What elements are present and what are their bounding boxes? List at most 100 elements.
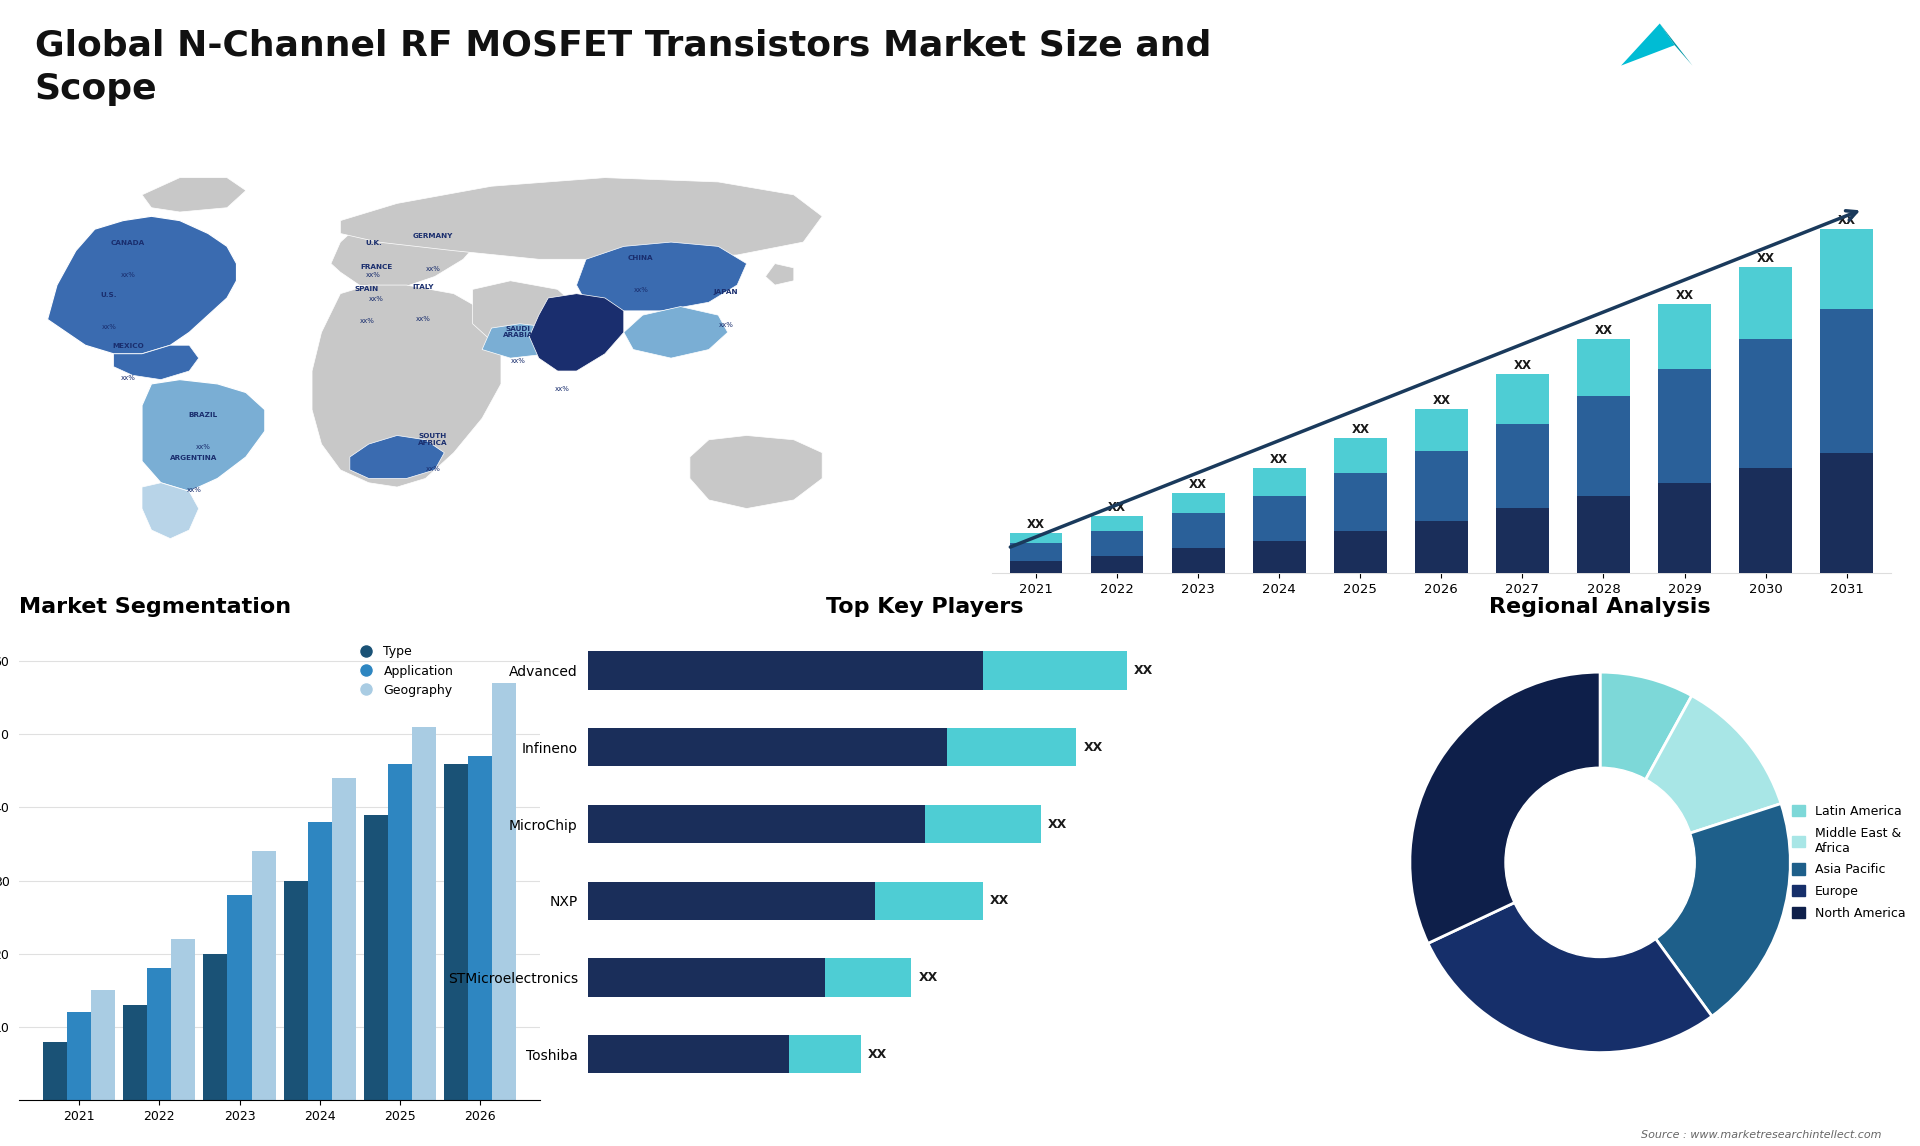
Bar [588,804,925,843]
Text: FRANCE: FRANCE [361,264,392,269]
Circle shape [1505,768,1695,958]
Polygon shape [530,293,624,371]
Title: Regional Analysis: Regional Analysis [1490,597,1711,618]
Text: CHINA: CHINA [628,256,653,261]
Text: XX: XX [1432,393,1450,407]
Polygon shape [142,482,198,539]
Text: xx%: xx% [511,358,526,364]
Text: INDIA: INDIA [551,354,574,360]
Text: xx%: xx% [426,266,440,272]
Bar [413,727,436,1100]
Bar [947,728,1077,767]
Bar [1659,304,1711,369]
Bar [1576,339,1630,397]
Bar [1091,531,1144,556]
Bar [1496,508,1549,573]
Bar [1010,560,1062,573]
Text: xx%: xx% [634,288,649,293]
Bar [1334,473,1386,531]
Text: xx%: xx% [426,465,440,471]
Bar [1171,548,1225,573]
Bar [1415,409,1467,450]
Polygon shape [576,242,747,311]
Text: xx%: xx% [121,376,134,382]
Text: XX: XX [1027,518,1044,531]
Text: XX: XX [1594,324,1613,337]
Bar [90,990,115,1100]
Bar [1740,267,1791,339]
Text: XX: XX [1352,424,1369,437]
Bar [1659,369,1711,484]
Bar [1415,450,1467,520]
Bar [171,940,196,1100]
Bar [252,851,276,1100]
Wedge shape [1599,803,1789,1017]
Title: Top Key Players: Top Key Players [826,597,1023,618]
Bar [1820,229,1874,309]
Text: xx%: xx% [369,296,384,301]
Bar [1334,531,1386,573]
Bar [1576,397,1630,496]
Text: SPAIN: SPAIN [355,285,378,292]
Polygon shape [1620,23,1674,65]
Bar [365,815,388,1100]
Text: xx%: xx% [121,272,134,278]
Bar [388,763,413,1100]
Bar [67,1012,90,1100]
Text: RESEARCH: RESEARCH [1741,65,1811,78]
Text: JAPAN: JAPAN [714,289,737,296]
Text: GERMANY: GERMANY [413,234,453,240]
Wedge shape [1428,862,1713,1052]
Bar [1334,439,1386,473]
Wedge shape [1599,672,1692,862]
Bar [588,1035,789,1074]
Bar [204,953,227,1100]
Bar [1740,339,1791,469]
Text: XX: XX [1108,501,1127,513]
Bar [1171,513,1225,548]
Bar [1820,454,1874,573]
Text: SAUDI
ARABIA: SAUDI ARABIA [503,325,534,338]
Text: XX: XX [1048,817,1068,831]
Bar [1091,516,1144,531]
Bar [925,804,1041,843]
Text: CANADA: CANADA [111,240,146,246]
Bar [588,651,983,690]
Polygon shape [48,217,236,354]
Bar [588,881,876,920]
Text: XX: XX [1676,289,1693,301]
Text: MARKET: MARKET [1749,39,1803,52]
Text: SOUTH
AFRICA: SOUTH AFRICA [419,433,447,446]
Bar [148,968,171,1100]
Bar [826,958,912,997]
Polygon shape [142,178,246,212]
Text: XX: XX [868,1047,887,1061]
Bar [1254,541,1306,573]
Text: BRAZIL: BRAZIL [188,411,219,418]
Text: INTELLECT: INTELLECT [1741,92,1811,104]
Bar [1496,424,1549,508]
Text: xx%: xx% [367,272,380,278]
Polygon shape [349,435,444,479]
Bar [42,1042,67,1100]
Bar [227,895,252,1100]
Bar [444,763,468,1100]
Bar [1820,309,1874,454]
Text: XX: XX [991,894,1010,908]
Bar [1576,496,1630,573]
Text: ARGENTINA: ARGENTINA [171,455,217,461]
Bar [1171,493,1225,513]
Legend: Type, Application, Geography: Type, Application, Geography [348,641,459,701]
Polygon shape [340,178,822,259]
Bar [468,756,492,1100]
Bar [1091,556,1144,573]
Bar [307,822,332,1100]
Text: Market Segmentation: Market Segmentation [19,597,292,618]
Text: xx%: xx% [359,319,374,324]
Polygon shape [330,212,482,289]
Wedge shape [1409,672,1599,943]
Text: MEXICO: MEXICO [111,343,144,350]
Polygon shape [1659,23,1692,65]
Polygon shape [482,323,566,358]
Bar [123,1005,148,1100]
